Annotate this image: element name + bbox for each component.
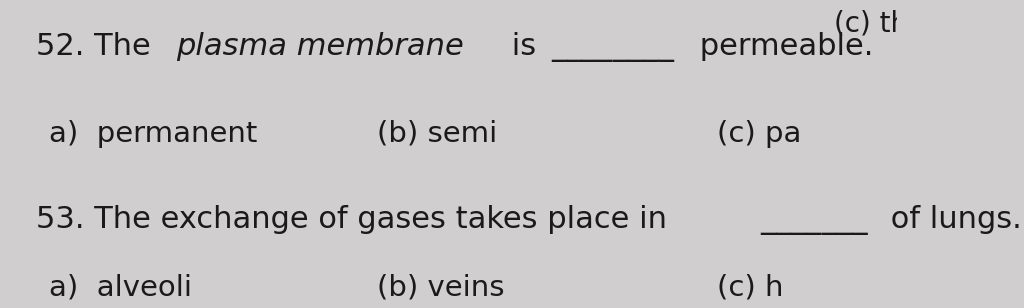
Text: (b) semi: (b) semi [377,120,497,148]
Text: of lungs.: of lungs. [882,205,1022,234]
Text: 53. The exchange of gases takes place in: 53. The exchange of gases takes place in [36,205,677,234]
Text: _______: _______ [760,206,867,235]
Text: plasma membrane: plasma membrane [176,32,464,61]
Text: 52. The: 52. The [36,32,161,61]
Text: is: is [502,32,546,61]
Text: ________: ________ [551,34,674,63]
Text: a)  alveoli: a) alveoli [49,274,193,302]
Text: (c) h: (c) h [718,274,784,302]
Text: a)  permanent: a) permanent [49,120,258,148]
Text: (b) veins: (b) veins [377,274,504,302]
Text: permeable.: permeable. [690,32,873,61]
Text: (c) thi: (c) thi [834,9,915,37]
Text: (c) pa: (c) pa [718,120,802,148]
